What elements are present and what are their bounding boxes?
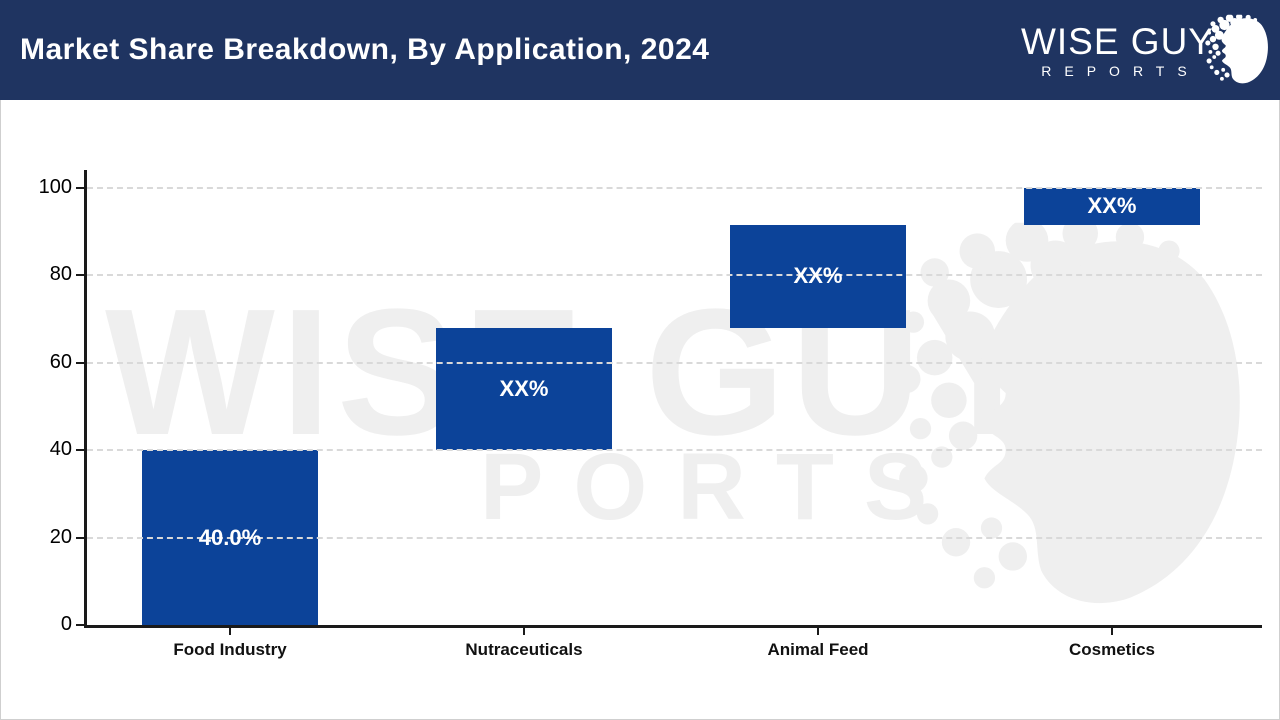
x-axis-category-label: Animal Feed	[767, 640, 869, 659]
header-banner: Market Share Breakdown, By Application, …	[0, 0, 1280, 100]
x-axis-category-label: Cosmetics	[1069, 640, 1155, 659]
wise-guy-reports-logo: WISE GUY REPORTS	[1021, 7, 1268, 93]
y-tick-mark	[76, 536, 85, 539]
y-axis-tick-label: 100	[38, 175, 72, 198]
x-tick-mark	[523, 628, 525, 635]
y-axis-tick-label: 20	[49, 525, 72, 548]
y-axis-tick-label: 60	[49, 350, 72, 373]
gridline-y-80	[87, 274, 1262, 276]
x-axis-category-label: Food Industry	[173, 640, 287, 659]
y-axis-line	[84, 170, 87, 628]
watermark-sub-text: PORTS	[480, 434, 958, 540]
gridline-y-60	[87, 361, 1262, 364]
bar-value-label: XX%	[499, 375, 549, 401]
x-axis-line	[84, 625, 1262, 628]
y-tick-mark	[76, 274, 85, 276]
y-tick-mark	[76, 449, 85, 451]
bar-value-label: XX%	[1087, 193, 1137, 219]
x-tick-mark	[817, 628, 819, 635]
y-tick-mark	[76, 186, 85, 189]
bar-value-label: XX%	[793, 263, 843, 289]
x-tick-mark	[1111, 628, 1113, 635]
gridline-y-20	[87, 536, 1262, 539]
x-tick-mark	[229, 628, 231, 635]
bar-animal-feed	[730, 224, 906, 328]
y-axis-tick-label: 80	[49, 263, 72, 285]
logo-text: WISE GUY REPORTS	[1021, 23, 1214, 78]
bar-cosmetics	[1024, 187, 1200, 225]
bar-nutraceuticals	[436, 327, 612, 450]
gridline-y-40	[87, 449, 1262, 451]
gridline-y-100	[87, 186, 1262, 189]
y-tick-mark	[76, 361, 85, 364]
y-axis-tick-label: 40	[49, 438, 72, 460]
x-axis-category-label: Nutraceuticals	[465, 640, 583, 659]
page-title: Market Share Breakdown, By Application, …	[20, 33, 710, 66]
logo-sub-text: REPORTS	[1041, 62, 1200, 79]
bar-value-label: 40.0%	[198, 524, 262, 550]
logo-face-icon	[1204, 13, 1268, 87]
y-tick-mark	[76, 624, 85, 626]
logo-brand-text: WISE GUY	[1020, 20, 1214, 62]
y-axis-tick-label: 0	[60, 613, 72, 635]
